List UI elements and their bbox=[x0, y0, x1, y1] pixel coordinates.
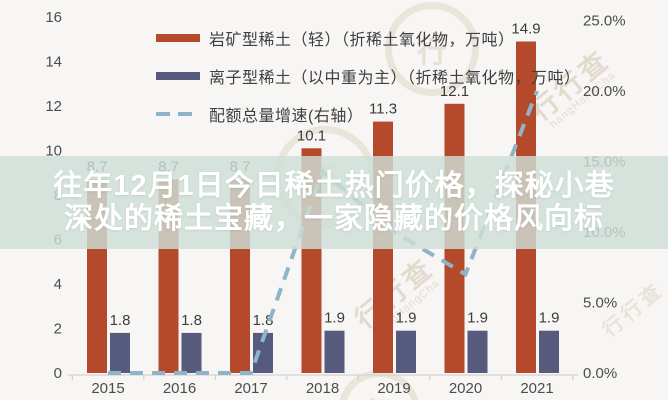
ion-type-bar bbox=[324, 330, 345, 373]
bar-value-label: 1.8 bbox=[253, 312, 274, 329]
ion-type-bar bbox=[181, 332, 202, 373]
left-axis-tick: 12 bbox=[45, 98, 62, 115]
right-axis-tick: 20.0% bbox=[583, 83, 626, 100]
ion-type-bar bbox=[539, 330, 559, 373]
ion-type-bar bbox=[253, 332, 273, 373]
right-axis-tick: 25.0% bbox=[583, 13, 626, 30]
headline-line-1: 往年12月1日今日稀土热门价格，探秘小巷 bbox=[53, 169, 615, 202]
watermark-logo-glyph: 行 bbox=[417, 36, 447, 69]
left-axis-tick: 4 bbox=[54, 276, 62, 293]
right-axis-tick: 0.0% bbox=[583, 365, 617, 382]
bar-value-label: 1.8 bbox=[110, 312, 131, 329]
bar-value-label: 1.9 bbox=[324, 310, 345, 327]
legend-swatch-bar-red bbox=[156, 34, 200, 42]
bar-value-label: 1.9 bbox=[396, 310, 417, 327]
chart-legend: 岩矿型稀土（轻）（折稀土氧化物，万吨） 离子型稀土（以中重为主）（折稀土氧化物，… bbox=[156, 26, 581, 140]
bar-value-label: 1.8 bbox=[181, 312, 202, 329]
left-axis-tick: 10 bbox=[45, 143, 62, 160]
year-label: 2021 bbox=[520, 380, 553, 397]
legend-label: 离子型稀土（以中重为主）（折稀土氧化物，万吨） bbox=[209, 70, 581, 87]
watermark-ring-logo: 行 bbox=[385, 2, 479, 96]
year-label: 2015 bbox=[91, 380, 124, 397]
bar-value-label: 12.1 bbox=[440, 83, 469, 100]
watermark-logo-glyph: 行 bbox=[364, 389, 394, 400]
legend-item-quota-growth: 配额总量增速(右轴） bbox=[156, 102, 581, 126]
left-axis-tick: 0 bbox=[54, 365, 62, 382]
bar-value-label: 1.9 bbox=[539, 310, 560, 327]
bar-value-label: 14.9 bbox=[511, 21, 540, 38]
legend-swatch-dashed-line bbox=[156, 112, 200, 116]
year-label: 2017 bbox=[234, 380, 267, 397]
legend-label: 岩矿型稀土（轻）（折稀土氧化物，万吨） bbox=[209, 32, 515, 49]
left-axis-tick: 14 bbox=[45, 54, 62, 71]
year-label: 2019 bbox=[377, 380, 410, 397]
headline-banner: 往年12月1日今日稀土热门价格，探秘小巷 深处的稀土宝藏，一家隐藏的价格风向标 bbox=[0, 156, 668, 249]
left-axis-tick: 16 bbox=[45, 9, 62, 26]
ion-type-bar bbox=[396, 330, 416, 373]
left-axis-tick: 2 bbox=[54, 321, 62, 338]
legend-item-ion-type: 离子型稀土（以中重为主）（折稀土氧化物，万吨） bbox=[156, 64, 581, 88]
headline-line-2: 深处的稀土宝藏，一家隐藏的价格风向标 bbox=[63, 202, 604, 235]
year-label: 2020 bbox=[449, 380, 482, 397]
year-label: 2018 bbox=[306, 380, 339, 397]
bar-value-label: 1.9 bbox=[467, 310, 488, 327]
ion-type-bar bbox=[110, 332, 130, 373]
right-axis-tick: 5.0% bbox=[583, 295, 617, 312]
year-label: 2016 bbox=[163, 380, 196, 397]
ion-type-bar bbox=[467, 330, 488, 373]
legend-swatch-bar-navy bbox=[156, 72, 200, 80]
legend-item-rock-type: 岩矿型稀土（轻）（折稀土氧化物，万吨） bbox=[156, 26, 581, 50]
legend-label: 配额总量增速(右轴） bbox=[209, 108, 364, 125]
bar-value-label: 11.3 bbox=[369, 101, 397, 118]
bar-value-label: 10.1 bbox=[297, 127, 326, 144]
